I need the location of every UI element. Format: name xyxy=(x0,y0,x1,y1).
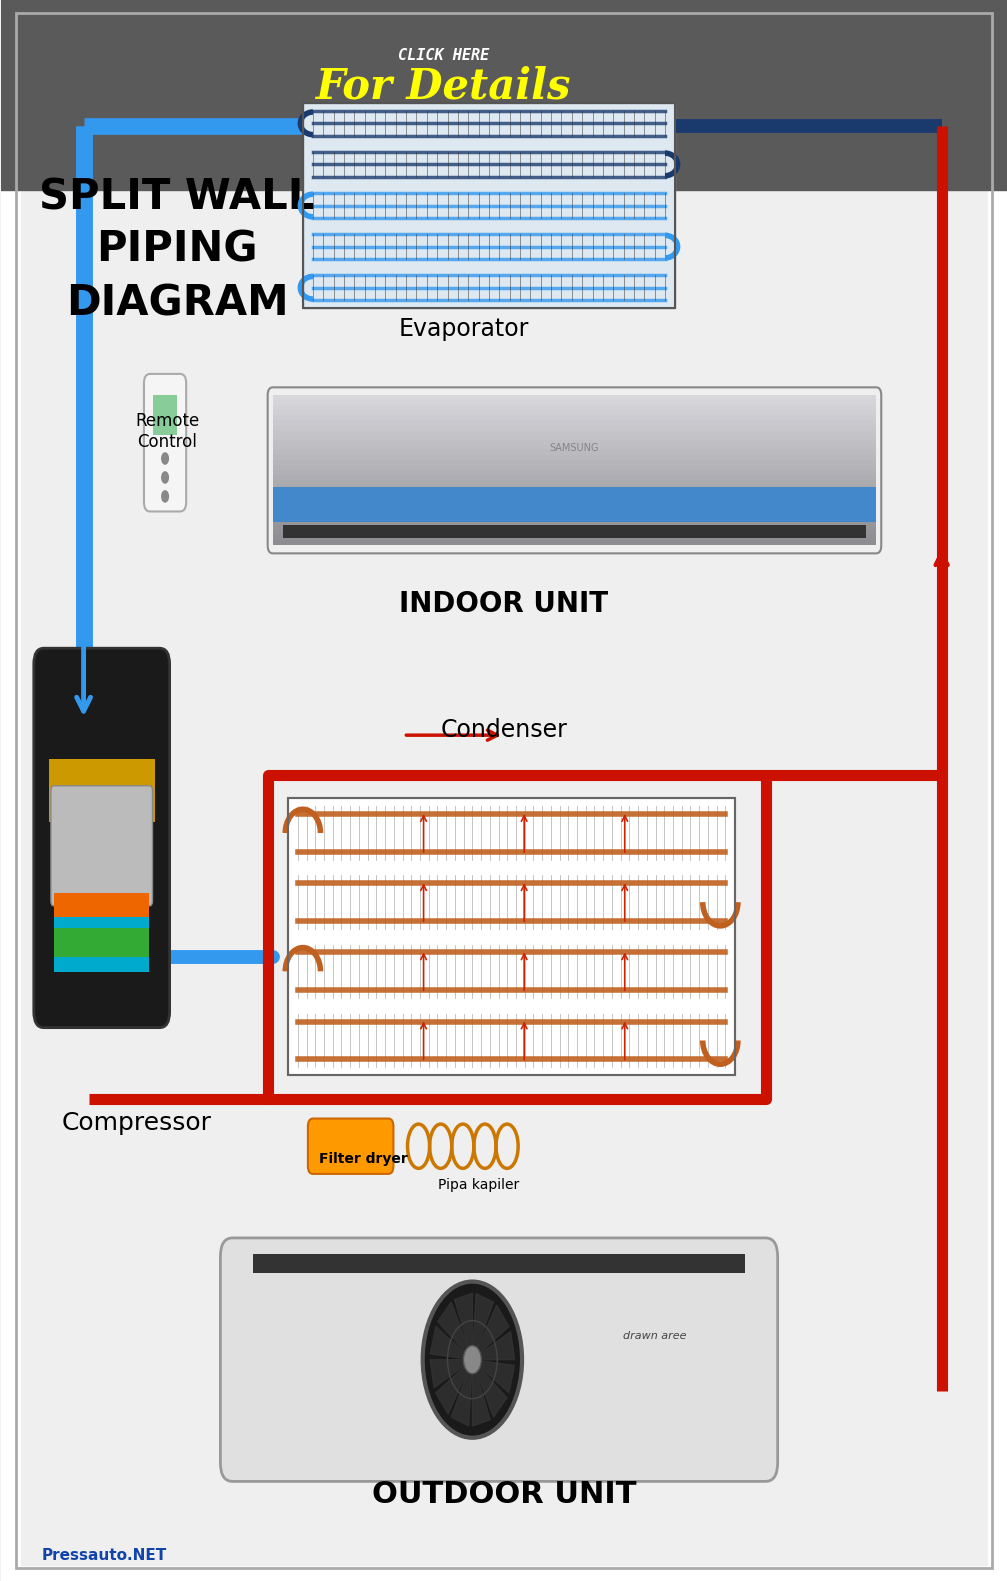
Bar xyxy=(273,485,876,490)
Text: CLICK HERE: CLICK HERE xyxy=(398,47,489,63)
Circle shape xyxy=(161,452,169,465)
Bar xyxy=(273,487,876,522)
Bar xyxy=(153,395,177,435)
Polygon shape xyxy=(472,1306,509,1360)
Bar xyxy=(303,103,675,308)
Polygon shape xyxy=(472,1331,515,1360)
Bar xyxy=(54,928,149,957)
Text: PIPING: PIPING xyxy=(97,229,258,270)
Circle shape xyxy=(161,490,169,503)
Bar xyxy=(273,455,876,460)
Polygon shape xyxy=(451,1360,472,1426)
Circle shape xyxy=(423,1282,522,1437)
Bar xyxy=(273,525,876,531)
Text: SPLIT WALL: SPLIT WALL xyxy=(39,177,315,218)
FancyBboxPatch shape xyxy=(144,375,186,512)
Bar xyxy=(273,400,876,405)
Bar xyxy=(54,909,149,972)
Text: Condenser: Condenser xyxy=(441,718,568,743)
Text: Filter dryer: Filter dryer xyxy=(319,1153,408,1165)
Bar xyxy=(273,425,876,430)
Text: INDOOR UNIT: INDOOR UNIT xyxy=(400,590,608,618)
Bar xyxy=(273,515,876,520)
Text: DIAGRAM: DIAGRAM xyxy=(65,283,288,324)
Text: OUTDOOR UNIT: OUTDOOR UNIT xyxy=(372,1480,636,1508)
Bar xyxy=(273,451,876,455)
Text: Remote
Control: Remote Control xyxy=(135,413,199,451)
Polygon shape xyxy=(430,1360,472,1388)
Bar xyxy=(273,471,876,476)
Polygon shape xyxy=(430,1326,472,1360)
FancyBboxPatch shape xyxy=(308,1119,394,1173)
Bar xyxy=(273,421,876,425)
Bar xyxy=(273,405,876,409)
Bar xyxy=(273,460,876,465)
Polygon shape xyxy=(472,1360,507,1417)
Bar xyxy=(273,440,876,446)
Circle shape xyxy=(463,1345,481,1374)
Polygon shape xyxy=(438,1303,472,1360)
Bar xyxy=(273,409,876,416)
FancyBboxPatch shape xyxy=(34,648,169,1028)
Bar xyxy=(283,525,866,538)
Bar xyxy=(273,541,876,545)
Bar xyxy=(273,416,876,421)
Bar xyxy=(112,727,152,790)
Text: drawn aree: drawn aree xyxy=(623,1331,687,1341)
FancyBboxPatch shape xyxy=(51,786,152,906)
Bar xyxy=(273,465,876,471)
Bar xyxy=(273,506,876,511)
Polygon shape xyxy=(472,1360,515,1393)
Text: SAMSUNG: SAMSUNG xyxy=(550,443,599,452)
Bar xyxy=(273,536,876,541)
Text: For Details: For Details xyxy=(316,66,571,108)
Bar xyxy=(273,520,876,525)
Bar xyxy=(273,395,876,400)
Circle shape xyxy=(161,471,169,484)
Polygon shape xyxy=(436,1360,472,1413)
Bar xyxy=(273,435,876,440)
Polygon shape xyxy=(472,1360,490,1426)
Bar xyxy=(54,893,149,917)
Polygon shape xyxy=(472,1293,493,1360)
Bar xyxy=(49,759,154,822)
Bar xyxy=(273,531,876,536)
Bar xyxy=(273,446,876,451)
Bar xyxy=(273,500,876,506)
Bar xyxy=(273,476,876,481)
Text: Compressor: Compressor xyxy=(61,1110,211,1135)
Bar xyxy=(303,103,675,308)
Bar xyxy=(273,511,876,515)
Bar xyxy=(273,430,876,435)
Text: Pipa kapiler: Pipa kapiler xyxy=(438,1178,520,1192)
Bar xyxy=(273,490,876,495)
Text: Pressauto.NET: Pressauto.NET xyxy=(41,1548,166,1564)
Bar xyxy=(288,798,735,1075)
Bar xyxy=(288,798,735,1075)
Bar xyxy=(1,0,1007,190)
Bar xyxy=(253,1254,745,1273)
Bar xyxy=(273,481,876,485)
Text: Evaporator: Evaporator xyxy=(399,316,529,341)
Polygon shape xyxy=(454,1293,472,1360)
Bar xyxy=(273,495,876,500)
FancyBboxPatch shape xyxy=(107,729,157,988)
FancyBboxPatch shape xyxy=(221,1238,777,1481)
